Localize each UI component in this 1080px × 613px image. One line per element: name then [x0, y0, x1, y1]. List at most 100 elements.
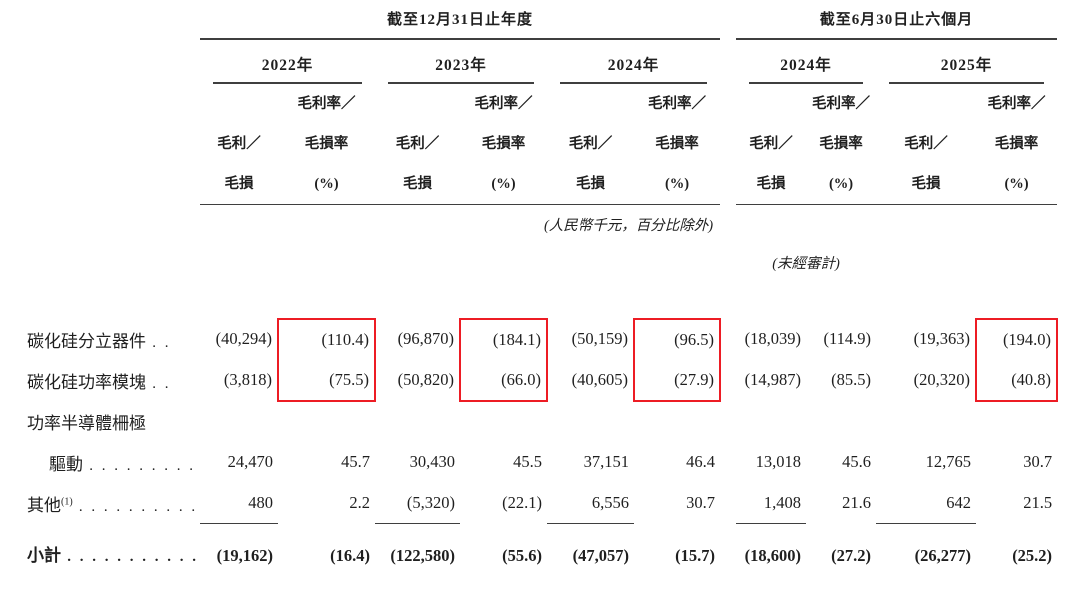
margin-value: 30.7 — [686, 493, 716, 512]
margin-value: 2.2 — [349, 493, 370, 512]
document-page: 截至12月31日止年度 截至6月30日止六個月 2022年 2023年 2024… — [27, 8, 1059, 576]
margin-value: 21.5 — [1023, 493, 1053, 512]
gross-profit-value: (18,039) — [744, 329, 802, 348]
empty-cell — [27, 205, 200, 245]
group-gap — [720, 524, 736, 576]
gross-profit-value: (47,057) — [572, 545, 629, 565]
table-row: 功率半導體柵極 — [27, 401, 1057, 442]
highlighted-margin-value: (75.5) — [277, 359, 376, 402]
row-label: 驅動 . . . . . . . . . — [49, 454, 196, 474]
gross-profit-value: 13,018 — [755, 452, 802, 471]
gross-profit-value: 30,430 — [409, 452, 455, 471]
row-label: 碳化硅分立器件 . . — [27, 331, 171, 351]
highlighted-margin-value: (184.1) — [459, 317, 548, 360]
margin-value: (22.1) — [502, 493, 542, 512]
unaudited-note-row: (未經審計) — [27, 245, 1057, 281]
gross-profit-value — [876, 401, 976, 442]
dot-leader: . . . . . . . . . — [83, 457, 196, 474]
dot-leader: . . — [146, 334, 171, 351]
gross-profit-value: 12,765 — [925, 452, 972, 471]
row-label: 小計 . . . . . . . . . . . — [27, 545, 199, 565]
col-header-margin: 毛利率／ 毛損率 (%) — [976, 84, 1058, 205]
dot-leader: . . . . . . . . . . — [72, 498, 198, 515]
group-gap — [720, 319, 736, 360]
gross-profit-value: (19,162) — [216, 545, 273, 565]
group-gap — [720, 8, 736, 39]
row-label: 其他(1) . . . . . . . . . . — [27, 495, 198, 515]
year-2024-interim: 2024年 — [736, 39, 876, 84]
margin-value: 21.6 — [842, 493, 872, 512]
margin-value: (55.6) — [502, 545, 542, 565]
row-label: 碳化硅功率模塊 . . — [27, 372, 171, 392]
gross-profit-value: 1,408 — [736, 482, 807, 524]
col-header-margin: 毛利率／ 毛損率 (%) — [460, 84, 547, 205]
empty-cell — [27, 245, 736, 281]
year-2022: 2022年 — [200, 39, 375, 84]
gross-profit-value: 37,151 — [583, 452, 629, 471]
group-gap — [720, 360, 736, 401]
margin-value: 46.4 — [686, 452, 716, 471]
gross-profit-value: (19,363) — [913, 329, 971, 348]
empty-cell — [876, 245, 1057, 281]
gross-profit-value — [375, 401, 460, 442]
highlighted-margin-value: (40.8) — [975, 359, 1059, 402]
highlighted-margin-value: (110.4) — [277, 317, 376, 360]
margin-value: 30.7 — [1023, 452, 1053, 471]
highlighted-margin-value: (194.0) — [975, 317, 1059, 360]
table-row: 碳化硅分立器件 . . (40,294) (110.4) (96,870) (184.1… — [27, 317, 1059, 360]
year-2025-interim: 2025年 — [876, 39, 1057, 84]
year-header-row: 2022年 2023年 2024年 2024年 2025年 — [27, 39, 1057, 84]
col-header-gross-profit: 毛利／ 毛損 — [375, 84, 460, 205]
group-gap — [720, 483, 736, 524]
col-header-gross-profit: 毛利／ 毛損 — [876, 84, 977, 205]
empty-cell — [720, 84, 736, 205]
col-header-gross-profit: 毛利／ 毛損 — [736, 84, 807, 205]
margin-value — [460, 401, 547, 442]
col-header-margin: 毛利率／ 毛損率 (%) — [278, 84, 375, 205]
table-row: 驅動 . . . . . . . . . 24,470 45.7 30,430 45.5… — [27, 442, 1057, 483]
margin-value: (16.4) — [330, 545, 370, 565]
year-2023: 2023年 — [375, 39, 547, 84]
empty-cell — [720, 39, 736, 84]
margin-value: (27.2) — [831, 545, 872, 565]
highlighted-margin-value: (66.0) — [459, 359, 548, 402]
margin-value — [634, 401, 720, 442]
col-header-gross-profit: 毛利／ 毛損 — [200, 84, 278, 205]
group-gap — [720, 401, 736, 442]
gross-profit-value: (96,870) — [397, 329, 454, 348]
gross-profit-value: 480 — [200, 482, 278, 524]
margin-value — [278, 401, 375, 442]
spacer-row — [27, 281, 1057, 319]
group-header-row: 截至12月31日止年度 截至6月30日止六個月 — [27, 8, 1058, 40]
group-header-interim: 截至6月30日止六個月 — [736, 8, 1058, 40]
margin-value — [806, 401, 876, 442]
corner-cell — [27, 8, 200, 39]
table-row: 碳化硅功率模塊 . . (3,818) (75.5) (50,820) (66.0) (4… — [27, 359, 1059, 402]
gross-profit-value: (3,818) — [223, 370, 272, 389]
units-note-row: (人民幣千元，百分比除外) — [27, 205, 1057, 245]
gross-profit-value: (14,987) — [744, 370, 802, 389]
margin-value: (85.5) — [831, 370, 872, 389]
gross-profit-value: 642 — [876, 482, 977, 524]
footnote-ref: (1) — [61, 495, 73, 507]
col-header-gross-profit: 毛利／ 毛損 — [547, 84, 634, 205]
gross-profit-value — [736, 401, 806, 442]
year-2024: 2024年 — [547, 39, 720, 84]
margin-value: (114.9) — [823, 329, 872, 348]
gross-profit-value: (50,820) — [397, 370, 454, 389]
group-gap — [720, 442, 736, 483]
gross-profit-value: 6,556 — [547, 482, 634, 524]
col-header-margin: 毛利率／ 毛損率 (%) — [806, 84, 877, 205]
gross-profit-value: (5,320) — [375, 482, 460, 524]
table-row: 小計 . . . . . . . . . . . (19,162) (16.4) (1… — [27, 524, 1057, 576]
dot-leader: . . . . . . . . . . . — [61, 548, 199, 565]
units-note: (人民幣千元，百分比除外) — [543, 218, 714, 235]
gross-profit-value — [547, 401, 634, 442]
gross-profit-value: (18,600) — [744, 545, 802, 565]
financial-table: 截至12月31日止年度 截至6月30日止六個月 2022年 2023年 2024… — [27, 8, 1059, 576]
gross-profit-value: (40,294) — [215, 329, 272, 348]
gross-profit-value — [200, 401, 278, 442]
margin-value: 45.7 — [341, 452, 370, 471]
margin-value — [976, 401, 1057, 442]
group-header-annual: 截至12月31日止年度 — [200, 8, 721, 40]
